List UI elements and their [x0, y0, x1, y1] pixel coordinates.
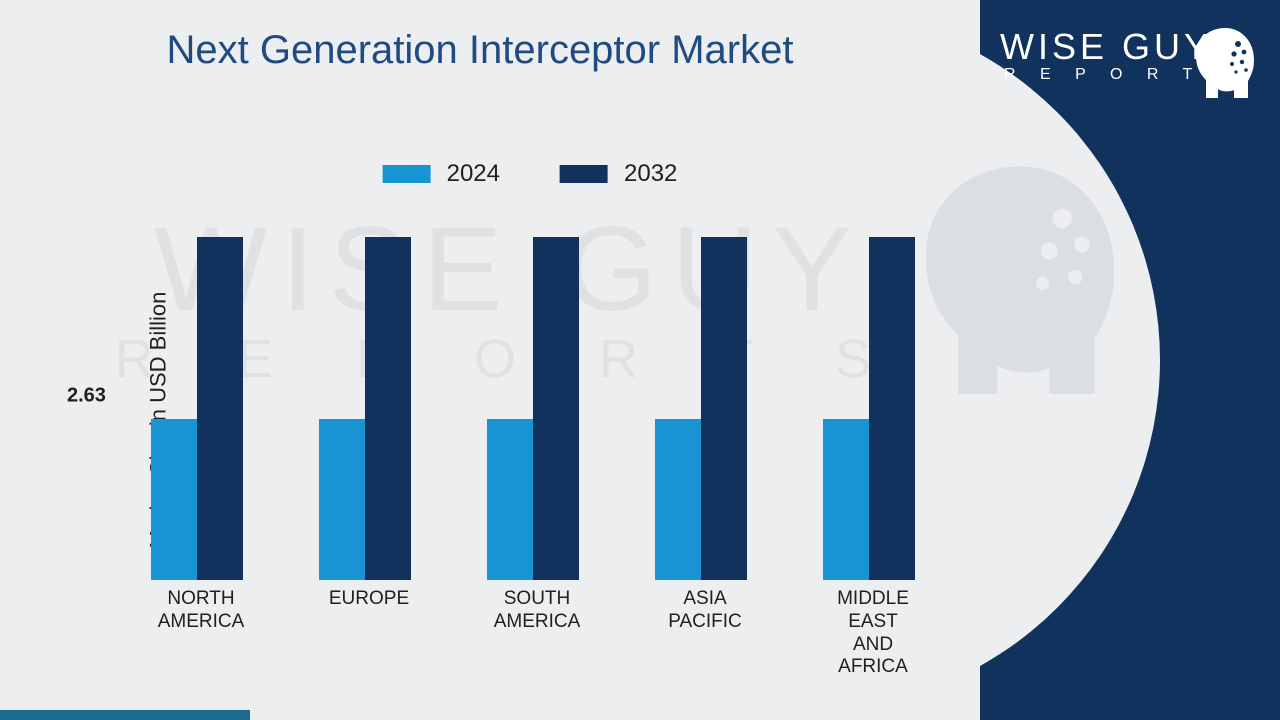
bar: [533, 237, 579, 580]
category-label: NORTHAMERICA: [126, 588, 276, 634]
y-tick-label: 2.63: [67, 384, 106, 407]
category-label: MIDDLEEASTANDAFRICA: [798, 588, 948, 679]
category-label: ASIAPACIFIC: [630, 588, 780, 634]
category-label: EUROPE: [294, 588, 444, 611]
bar-group: EUROPE: [309, 200, 429, 580]
bar-group: NORTHAMERICA: [141, 200, 261, 580]
bar: [701, 237, 747, 580]
chart-legend: 2024 2032: [383, 160, 678, 188]
legend-label: 2024: [447, 160, 500, 188]
bar: [823, 419, 869, 580]
chart-title: Next Generation Interceptor Market: [0, 28, 960, 73]
legend-swatch: [560, 165, 608, 183]
bar-chart: Market Size in USD Billion 20242032 2.63…: [90, 160, 970, 680]
bar: [655, 419, 701, 580]
brain-head-icon: [1190, 26, 1260, 106]
bar: [869, 237, 915, 580]
brand-logo: WISE GUY R E P O R T S: [1000, 26, 1260, 84]
bottom-accent-bar: [0, 710, 250, 720]
legend-label: 2032: [624, 160, 677, 188]
legend-swatch: [383, 165, 431, 183]
legend-item: 2024: [383, 160, 500, 188]
bar: [319, 419, 365, 580]
bar-group: SOUTHAMERICA: [477, 200, 597, 580]
chart-plot-area: 2.63NORTHAMERICAEUROPESOUTHAMERICAASIAPA…: [120, 200, 960, 580]
legend-item: 2032: [560, 160, 677, 188]
bar-group: ASIAPACIFIC: [645, 200, 765, 580]
bar-group: MIDDLEEASTANDAFRICA: [813, 200, 933, 580]
category-label: SOUTHAMERICA: [462, 588, 612, 634]
page-root: WISE GUY R E P O R T S Next Generation I…: [0, 0, 1280, 720]
bar: [365, 237, 411, 580]
bar: [487, 419, 533, 580]
bar: [151, 419, 197, 580]
bar: [197, 237, 243, 580]
